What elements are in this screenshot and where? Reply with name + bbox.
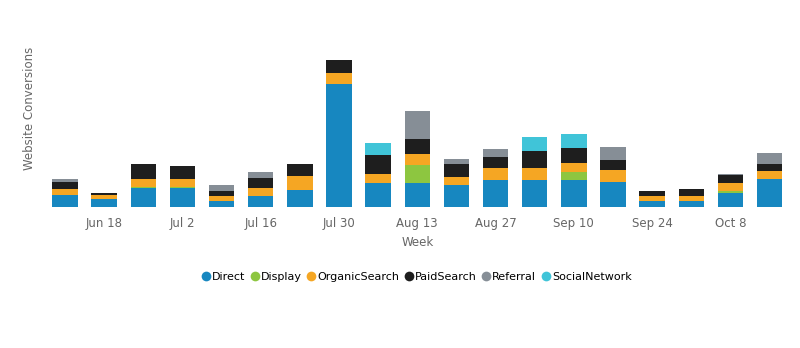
Bar (170, 166, 195, 179)
Bar (326, 84, 352, 207)
Bar (91, 193, 117, 195)
Bar (639, 191, 665, 196)
Bar (678, 189, 704, 196)
Bar (170, 179, 195, 187)
Bar (600, 159, 626, 170)
Bar (287, 190, 313, 207)
Bar (561, 172, 586, 180)
Legend: Direct, Display, OrganicSearch, PaidSearch, Referral, SocialNetwork: Direct, Display, OrganicSearch, PaidSear… (198, 267, 636, 286)
Bar (248, 188, 274, 196)
Bar (405, 111, 430, 139)
Bar (170, 188, 195, 207)
Bar (522, 151, 547, 167)
Bar (757, 153, 782, 164)
Bar (522, 137, 547, 151)
Bar (248, 178, 274, 188)
Bar (600, 182, 626, 207)
Bar (52, 182, 78, 189)
Bar (366, 143, 391, 155)
Bar (91, 195, 117, 199)
Bar (52, 195, 78, 207)
Bar (718, 193, 743, 207)
Bar (326, 60, 352, 73)
Bar (209, 185, 234, 191)
Bar (757, 164, 782, 171)
Bar (52, 179, 78, 182)
Bar (757, 171, 782, 179)
Bar (483, 157, 508, 167)
Bar (483, 149, 508, 157)
Bar (366, 174, 391, 183)
Bar (444, 165, 469, 177)
Bar (444, 159, 469, 165)
Bar (678, 196, 704, 201)
Bar (561, 148, 586, 163)
Bar (91, 199, 117, 207)
Bar (405, 165, 430, 183)
Bar (326, 73, 352, 84)
Bar (248, 196, 274, 207)
Bar (718, 191, 743, 193)
Bar (130, 187, 156, 188)
Bar (718, 175, 743, 183)
Y-axis label: Website Conversions: Website Conversions (23, 47, 36, 170)
Bar (405, 154, 430, 165)
Bar (366, 155, 391, 174)
Bar (52, 189, 78, 195)
Bar (561, 134, 586, 148)
Bar (561, 163, 586, 172)
Bar (561, 180, 586, 207)
Bar (287, 176, 313, 190)
Bar (639, 196, 665, 201)
Bar (600, 170, 626, 182)
Bar (366, 183, 391, 207)
Bar (405, 183, 430, 207)
Bar (209, 191, 234, 196)
Bar (209, 196, 234, 201)
Bar (718, 183, 743, 191)
Bar (130, 164, 156, 179)
Bar (130, 188, 156, 207)
Bar (718, 174, 743, 175)
Bar (170, 187, 195, 188)
Bar (405, 139, 430, 154)
X-axis label: Week: Week (401, 236, 434, 249)
Bar (600, 147, 626, 159)
Bar (522, 167, 547, 180)
Bar (287, 164, 313, 176)
Bar (444, 185, 469, 207)
Bar (483, 180, 508, 207)
Bar (209, 201, 234, 207)
Bar (444, 177, 469, 185)
Bar (757, 179, 782, 207)
Bar (639, 201, 665, 207)
Bar (483, 167, 508, 180)
Bar (522, 180, 547, 207)
Bar (130, 179, 156, 187)
Bar (248, 172, 274, 178)
Bar (678, 201, 704, 207)
